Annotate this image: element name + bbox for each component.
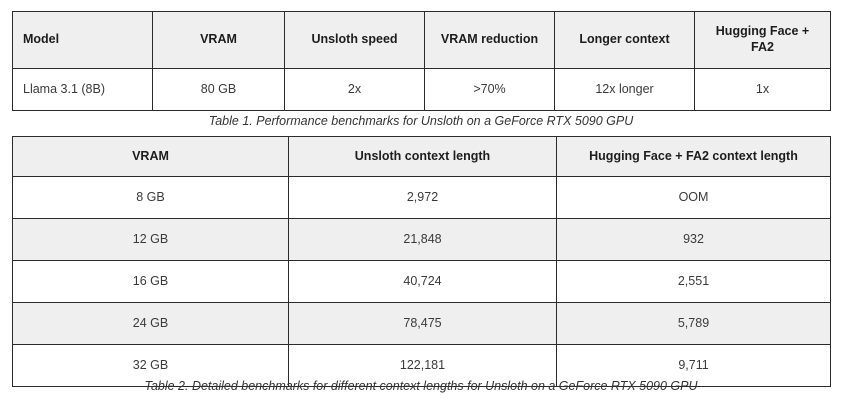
cell-hugging-face-fa2-context-length: 9,711 <box>556 344 831 387</box>
table-row: Llama 3.1 (8B) 80 GB 2x >70% 12x longer … <box>12 68 831 111</box>
table-2-caption: Table 2. Detailed benchmarks for differe… <box>144 379 698 393</box>
cell-vram: 24 GB <box>12 302 289 345</box>
cell-hugging-face-fa2: 1x <box>694 68 831 111</box>
cell-unsloth-context-length: 78,475 <box>288 302 557 345</box>
table-row: 32 GB 122,181 9,711 <box>12 344 831 387</box>
column-header-hugging-face-fa2-context-length: Hugging Face + FA2 context length <box>556 136 831 177</box>
column-header-unsloth-context-length: Unsloth context length <box>288 136 557 177</box>
table-row: 12 GB 21,848 932 <box>12 218 831 261</box>
cell-vram-reduction: >70% <box>424 68 555 111</box>
table-row: 24 GB 78,475 5,789 <box>12 302 831 345</box>
cell-unsloth-context-length: 21,848 <box>288 218 557 261</box>
cell-vram: 8 GB <box>12 176 289 219</box>
table-header: Model VRAM Unsloth speed VRAM reduction … <box>12 11 831 69</box>
context-length-benchmark-table-container: VRAM Unsloth context length Hugging Face… <box>12 136 831 387</box>
performance-benchmark-table: Model VRAM Unsloth speed VRAM reduction … <box>12 11 831 111</box>
table-row: 8 GB 2,972 OOM <box>12 176 831 219</box>
cell-unsloth-speed: 2x <box>284 68 425 111</box>
cell-vram: 16 GB <box>12 260 289 303</box>
cell-vram: 12 GB <box>12 218 289 261</box>
table-row: 16 GB 40,724 2,551 <box>12 260 831 303</box>
table-header-row: VRAM Unsloth context length Hugging Face… <box>12 136 831 177</box>
column-header-unsloth-speed: Unsloth speed <box>284 11 425 69</box>
cell-hugging-face-fa2-context-length: 5,789 <box>556 302 831 345</box>
cell-longer-context: 12x longer <box>554 68 695 111</box>
cell-vram: 80 GB <box>152 68 285 111</box>
column-header-vram: VRAM <box>12 136 289 177</box>
cell-hugging-face-fa2-context-length: 2,551 <box>556 260 831 303</box>
column-header-vram: VRAM <box>152 11 285 69</box>
table-header-row: Model VRAM Unsloth speed VRAM reduction … <box>12 11 831 69</box>
cell-unsloth-context-length: 122,181 <box>288 344 557 387</box>
table-1-caption: Table 1. Performance benchmarks for Unsl… <box>208 114 634 128</box>
context-length-benchmark-table: VRAM Unsloth context length Hugging Face… <box>12 136 831 387</box>
table-header: VRAM Unsloth context length Hugging Face… <box>12 136 831 177</box>
column-header-vram-reduction: VRAM reduction <box>424 11 555 69</box>
cell-hugging-face-fa2-context-length: OOM <box>556 176 831 219</box>
cell-vram: 32 GB <box>12 344 289 387</box>
cell-unsloth-context-length: 40,724 <box>288 260 557 303</box>
cell-unsloth-context-length: 2,972 <box>288 176 557 219</box>
column-header-longer-context: Longer context <box>554 11 695 69</box>
performance-benchmark-table-container: Model VRAM Unsloth speed VRAM reduction … <box>12 11 831 111</box>
column-header-hugging-face-fa2: Hugging Face + FA2 <box>694 11 831 69</box>
cell-hugging-face-fa2-context-length: 932 <box>556 218 831 261</box>
table-body: Llama 3.1 (8B) 80 GB 2x >70% 12x longer … <box>12 68 831 111</box>
column-header-model: Model <box>12 11 153 69</box>
cell-model: Llama 3.1 (8B) <box>12 68 153 111</box>
table-body: 8 GB 2,972 OOM 12 GB 21,848 932 16 GB 40… <box>12 176 831 387</box>
